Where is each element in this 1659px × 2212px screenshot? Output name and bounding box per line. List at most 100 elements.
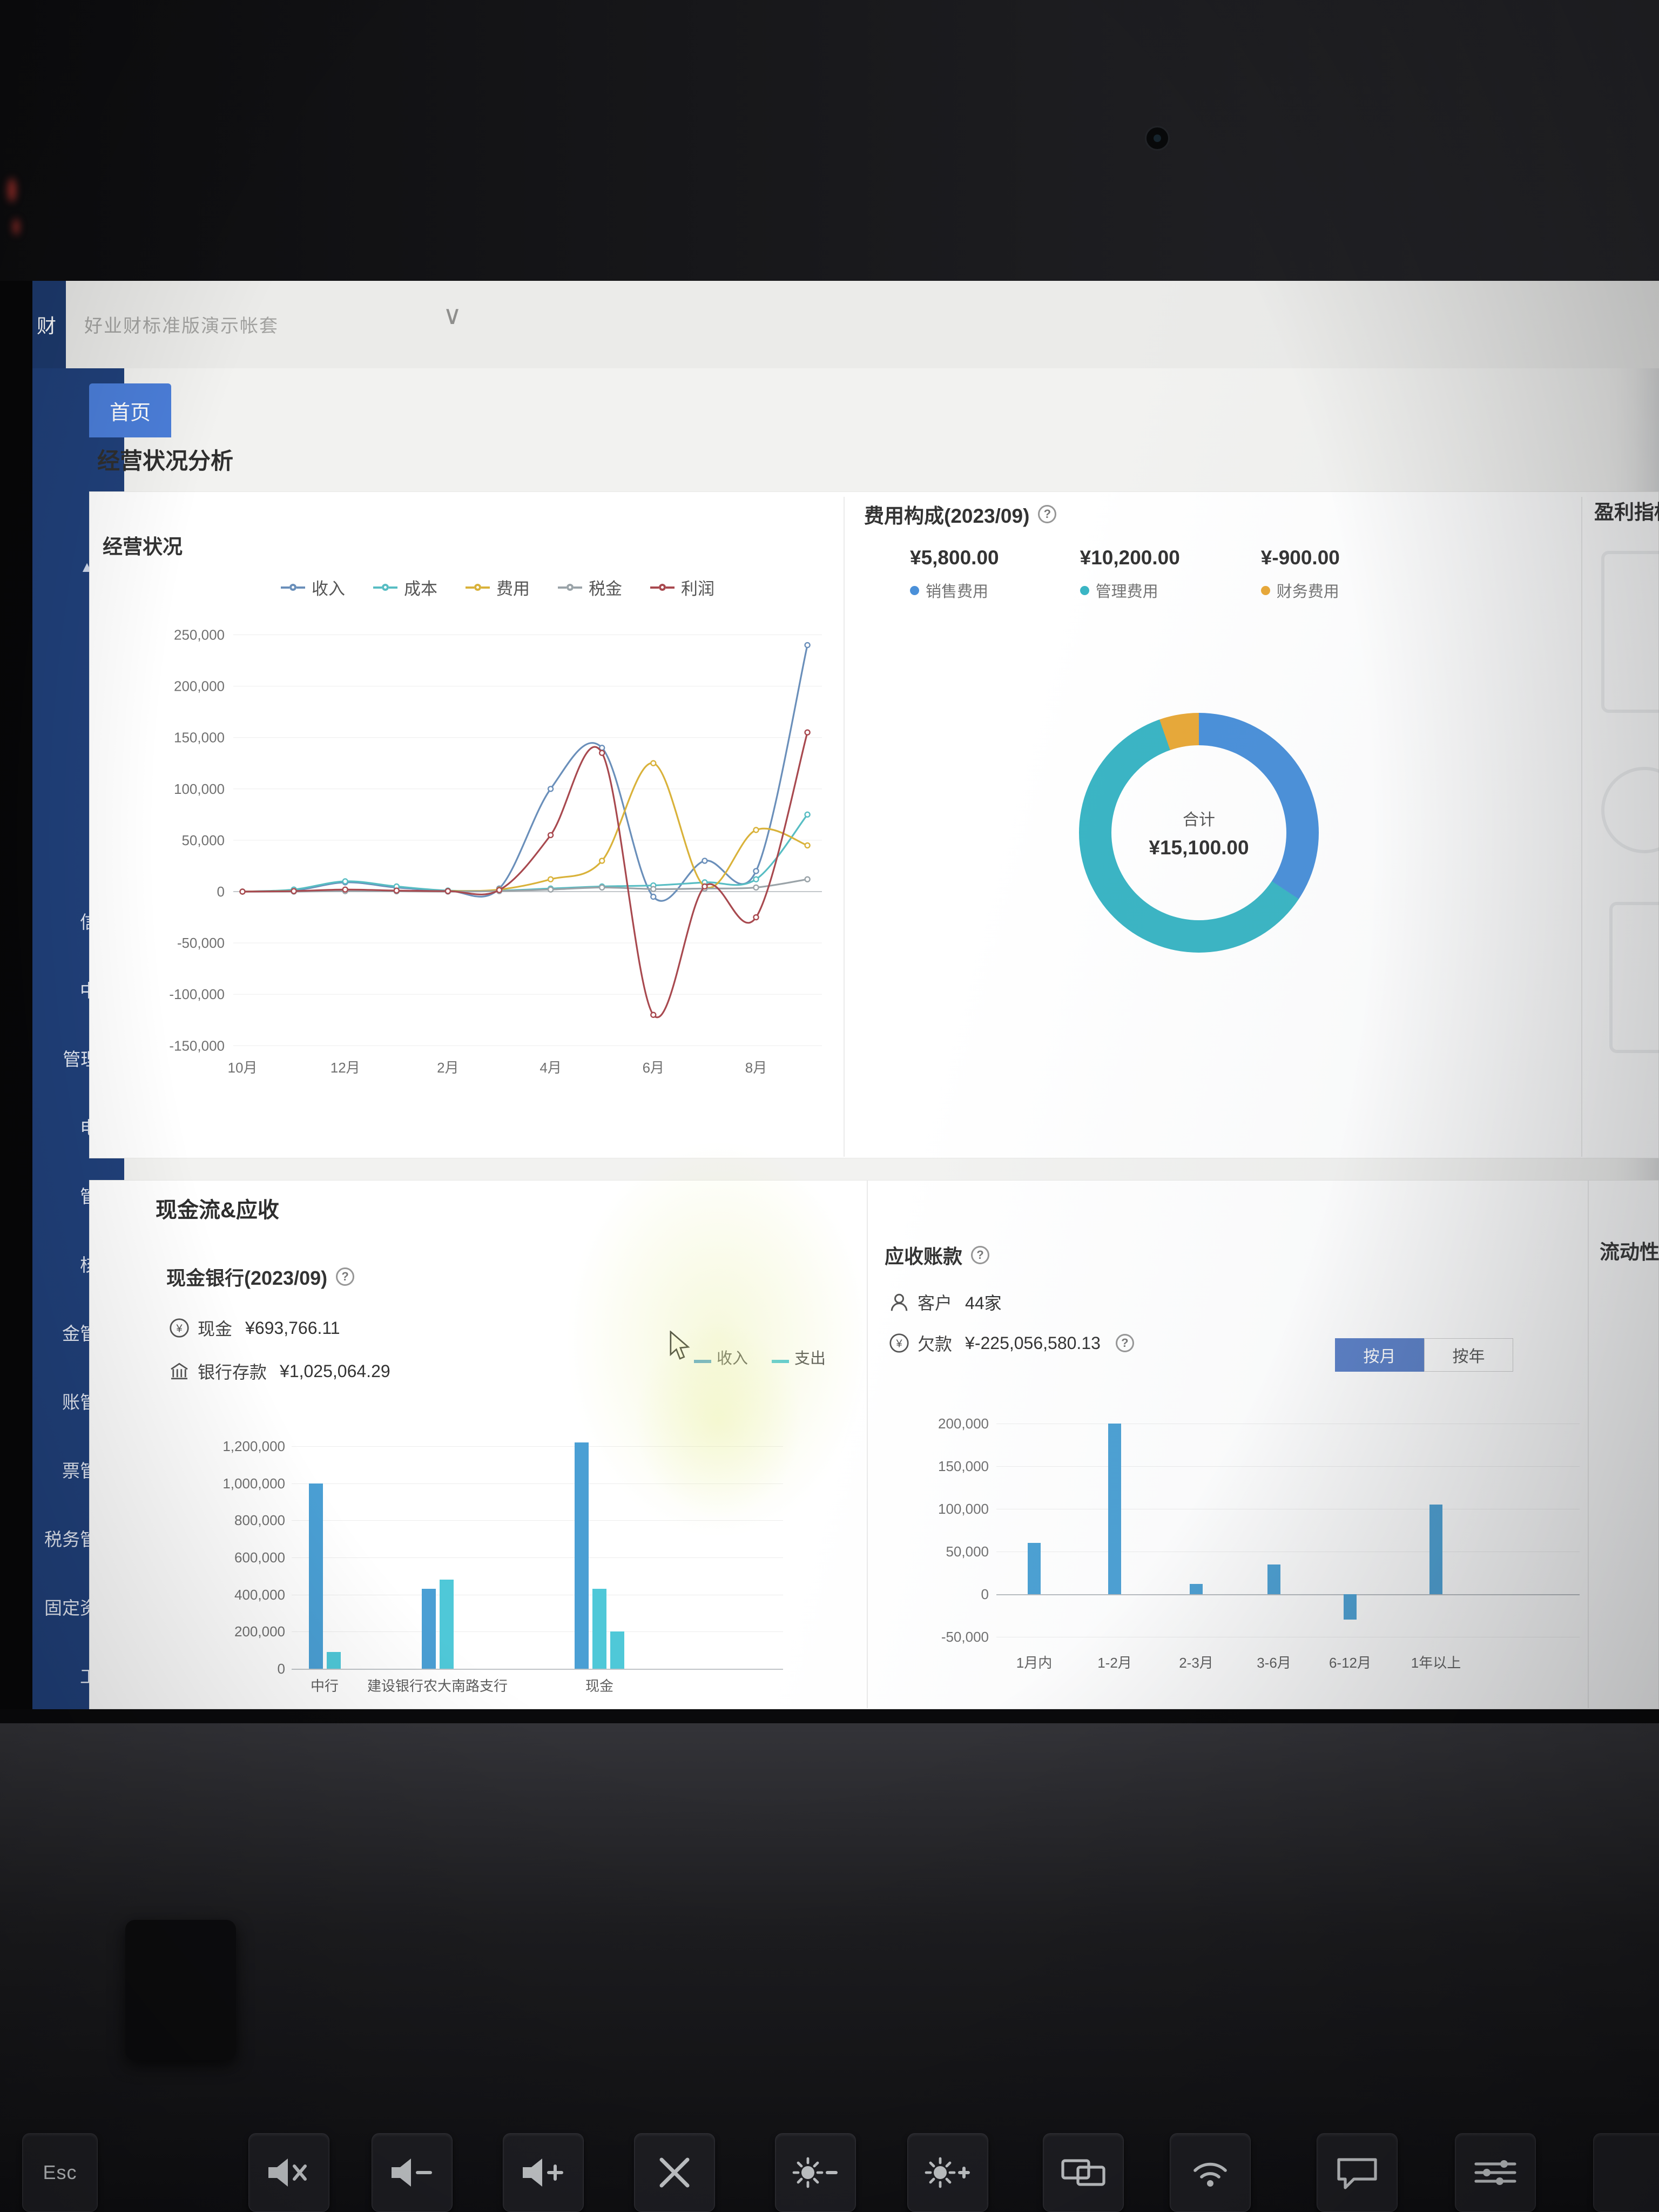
- svg-text:8月: 8月: [745, 1060, 767, 1076]
- mic-mute-key-icon: [634, 2133, 715, 2212]
- divider: [844, 497, 845, 1157]
- volume-down-key-icon: [372, 2133, 453, 2212]
- bar-1月内: [1028, 1543, 1041, 1594]
- legend-item-成本[interactable]: 成本: [373, 575, 437, 599]
- y-axis-label: 200,000: [938, 1415, 989, 1432]
- bar-现金-支出: [610, 1631, 624, 1669]
- y-axis-label: 400,000: [234, 1586, 285, 1603]
- x-axis-label: 1年以上: [1411, 1655, 1461, 1671]
- x-axis-label: 1月内: [1016, 1655, 1053, 1671]
- legend-item-费用[interactable]: 费用: [466, 575, 530, 599]
- debt-value: ¥-225,056,580.13: [965, 1333, 1101, 1353]
- svg-text:200,000: 200,000: [174, 678, 225, 694]
- help-icon[interactable]: [1038, 505, 1057, 523]
- y-axis-label: 800,000: [234, 1512, 285, 1529]
- customer-label: 客户: [918, 1293, 953, 1313]
- legend-item-收入[interactable]: 收入: [281, 575, 345, 599]
- chevron-down-icon[interactable]: ∨: [443, 301, 462, 330]
- bar-1年以上: [1429, 1505, 1442, 1594]
- svg-text:2月: 2月: [437, 1060, 458, 1076]
- expense-composition-title: 费用构成(2023/09): [864, 500, 1057, 529]
- debt-icon: ¥: [888, 1332, 910, 1354]
- blank-key-icon: [1593, 2133, 1659, 2212]
- mouse-cursor: [669, 1330, 693, 1363]
- operating-status-title-text: 经营状况: [103, 536, 183, 558]
- svg-text:50,000: 50,000: [181, 832, 225, 848]
- watermark-shape: [1609, 902, 1659, 1053]
- bar-2-3月: [1190, 1584, 1203, 1594]
- toggle-by-month[interactable]: 按月: [1335, 1338, 1424, 1372]
- svg-text:¥: ¥: [176, 1323, 183, 1335]
- bank-row: 银行存款 ¥1,025,064.29: [168, 1359, 390, 1384]
- gridline: [292, 1520, 783, 1521]
- y-axis-label: 600,000: [234, 1549, 285, 1566]
- x-axis-label: 现金: [585, 1678, 613, 1694]
- laptop-deck: [0, 1709, 1659, 2212]
- x-axis-label: 中行: [310, 1678, 339, 1694]
- y-axis-label: 1,200,000: [222, 1438, 285, 1454]
- debt-row: ¥ 欠款 ¥-225,056,580.13: [888, 1331, 1134, 1355]
- section-title-cashflow: 现金流&应收: [156, 1198, 279, 1222]
- receivables-title: 应收账款: [885, 1241, 990, 1269]
- legend-item-支出[interactable]: 支出: [772, 1346, 826, 1368]
- gridline: [292, 1557, 783, 1558]
- legend-item-税金[interactable]: 税金: [558, 575, 622, 599]
- cash-bank-title: 现金银行(2023/09): [166, 1263, 355, 1291]
- expense-stat-财务费用: ¥-900.00 财务费用: [1260, 547, 1340, 601]
- operating-status-title: 经营状况: [103, 530, 183, 559]
- titlebar: 财 好业财标准版演示帐套 ∨: [32, 281, 1659, 368]
- help-icon[interactable]: [1115, 1334, 1134, 1352]
- y-axis-label: 150,000: [938, 1458, 989, 1474]
- wifi-key-icon: [1170, 2133, 1251, 2212]
- period-toggle: 按月 按年: [1335, 1338, 1513, 1372]
- customer-row: 客户 44家: [888, 1290, 1002, 1314]
- bar-3-6月: [1267, 1564, 1280, 1594]
- svg-text:150,000: 150,000: [174, 730, 225, 746]
- customer-icon: [888, 1291, 910, 1313]
- customer-value: 44家: [965, 1293, 1002, 1313]
- bar-建设银行农大南路支行-支出: [439, 1580, 454, 1669]
- divider: [1588, 1180, 1589, 1708]
- svg-text:100,000: 100,000: [174, 781, 225, 797]
- app-screen: 财 好业财标准版演示帐套 ∨ ▲ 店广心计信息中心管理▼电商管理核算金管理账管理…: [32, 281, 1659, 1709]
- expense-donut-chart: 合计 ¥15,100.00: [1079, 713, 1319, 953]
- volume-up-key-icon: [503, 2133, 584, 2212]
- bank-value: ¥1,025,064.29: [280, 1361, 390, 1381]
- gridline: [292, 1446, 783, 1447]
- x-axis-label: 1-2月: [1097, 1655, 1132, 1671]
- watermark-shape: [1601, 551, 1659, 713]
- brightness-up-key-icon: [907, 2133, 988, 2212]
- help-icon[interactable]: [336, 1267, 355, 1286]
- gridline: [292, 1483, 783, 1484]
- svg-text:250,000: 250,000: [174, 627, 225, 643]
- bar-1-2月: [1108, 1424, 1121, 1594]
- settings-key-icon: [1455, 2133, 1536, 2212]
- bar-中行-收入: [308, 1483, 323, 1669]
- bar-建设银行农大南路支行-收入: [421, 1589, 436, 1669]
- svg-text:6月: 6月: [643, 1060, 664, 1076]
- divider: [1581, 497, 1582, 1157]
- display-switch-key-icon: [1043, 2133, 1124, 2212]
- y-axis-label: 200,000: [234, 1623, 285, 1640]
- x-axis-label: 2-3月: [1179, 1655, 1213, 1671]
- receivables-title-text: 应收账款: [885, 1245, 963, 1267]
- donut-center-label: 合计: [1183, 811, 1215, 829]
- section-title-operating-analysis: 经营状况分析: [97, 448, 234, 474]
- bar-现金-收入: [575, 1442, 589, 1669]
- y-axis-label: -50,000: [941, 1629, 989, 1645]
- svg-text:4月: 4月: [539, 1060, 561, 1076]
- expense-stat-销售费用: ¥5,800.00 销售费用: [910, 547, 999, 601]
- gridline: [996, 1594, 1580, 1595]
- tab-home[interactable]: 首页: [89, 383, 171, 437]
- expense-composition-title-text: 费用构成(2023/09): [864, 505, 1030, 527]
- legend-item-利润[interactable]: 利润: [650, 575, 714, 599]
- bezel-reflection: [8, 178, 16, 202]
- help-icon[interactable]: [971, 1246, 990, 1264]
- toggle-by-year[interactable]: 按年: [1424, 1338, 1513, 1372]
- bar-6-12月: [1344, 1594, 1357, 1620]
- legend-item-收入[interactable]: 收入: [694, 1346, 748, 1368]
- account-title[interactable]: 好业财标准版演示帐套: [84, 316, 279, 336]
- webcam: [1145, 126, 1170, 151]
- expense-stat-管理费用: ¥10,200.00 管理费用: [1080, 547, 1180, 601]
